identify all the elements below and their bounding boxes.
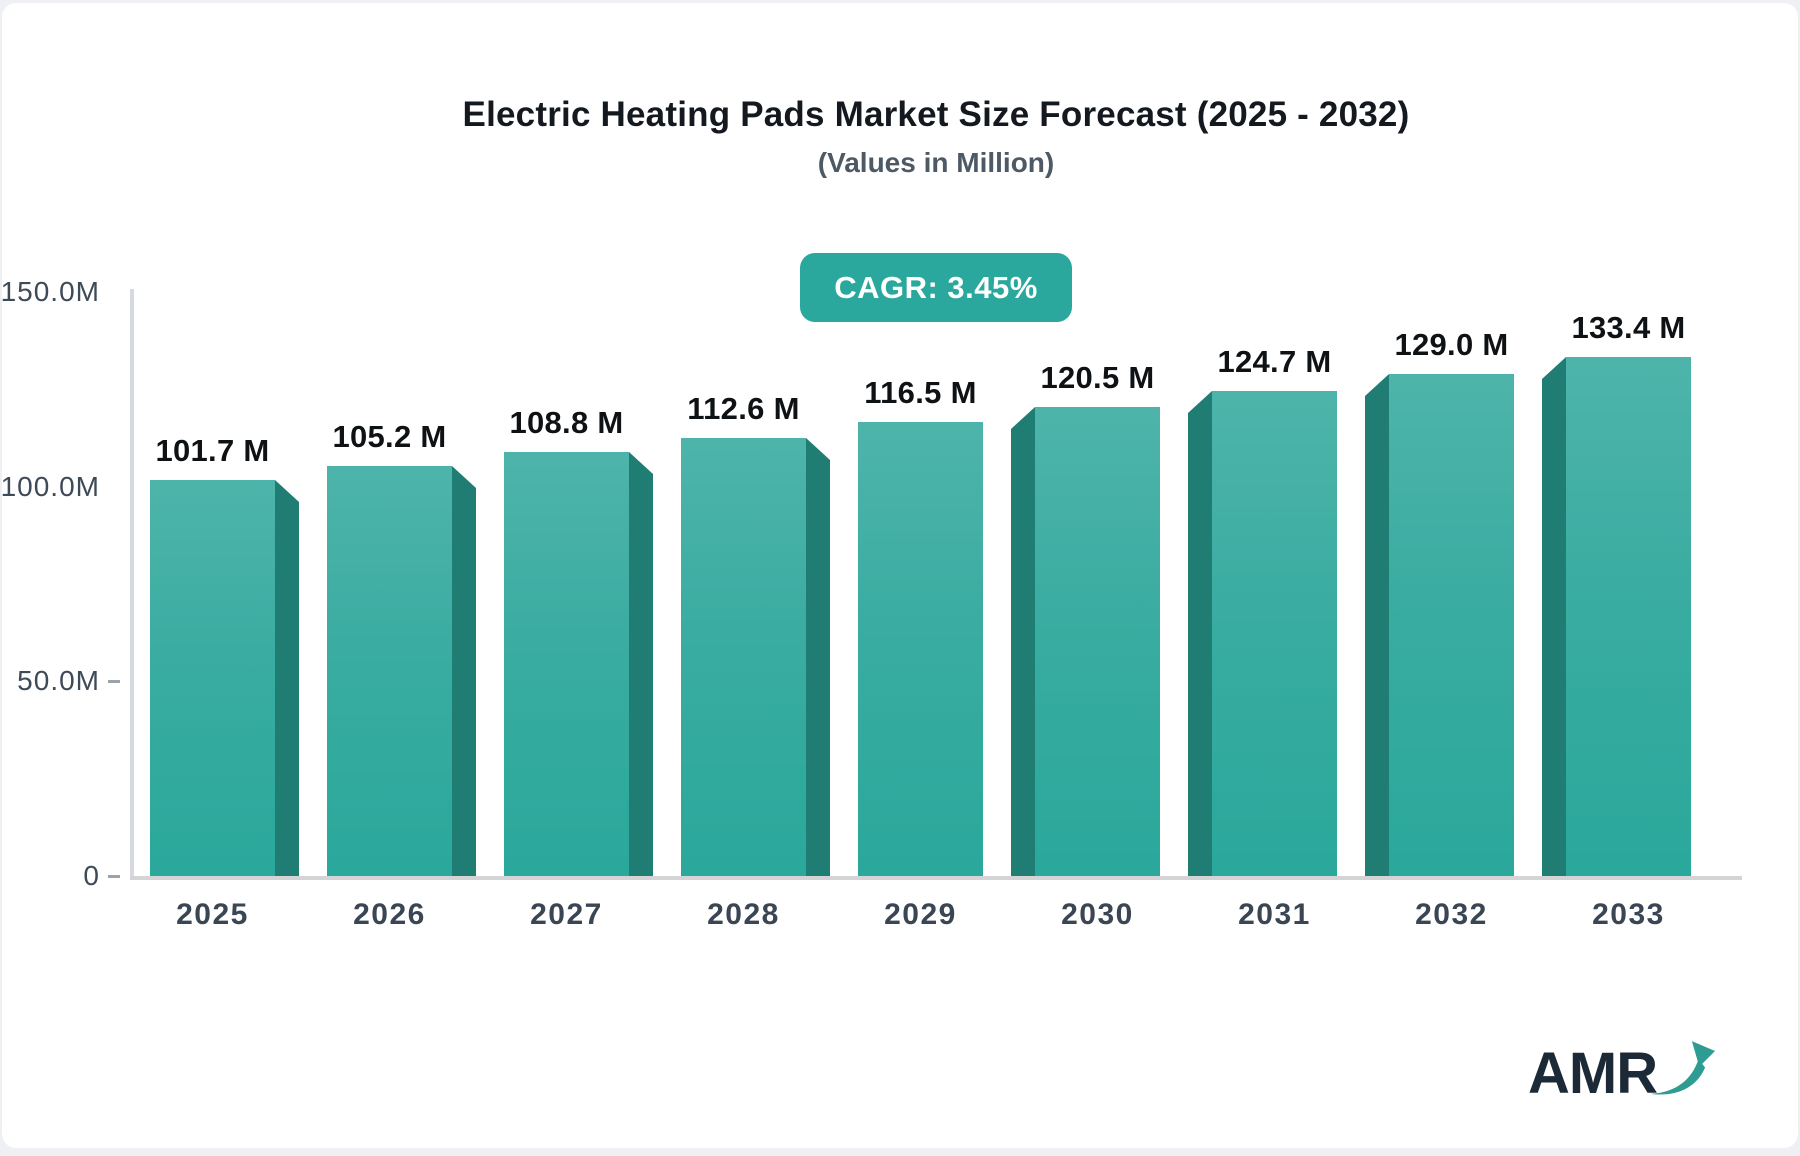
bar-value-label: 101.7 M <box>155 433 270 468</box>
chart-subtitle: (Values in Million) <box>817 147 1055 178</box>
bar-3d-side <box>1011 407 1035 876</box>
y-axis-tick-mark <box>108 680 120 684</box>
brand-logo: AMR <box>1528 1038 1716 1108</box>
x-axis-label-2026: 2026 <box>353 898 426 931</box>
x-axis-baseline <box>130 876 1742 880</box>
bar-value-label: 124.7 M <box>1217 344 1332 379</box>
bar-value-label: 116.5 M <box>864 375 977 410</box>
growth-arrow-icon <box>1650 1041 1716 1095</box>
x-axis-label-2030: 2030 <box>1061 898 1134 931</box>
bar-value-label: 108.8 M <box>509 405 624 440</box>
y-axis-tick-label: 0 <box>83 860 100 891</box>
bar-2027 <box>504 452 629 876</box>
bar-2033 <box>1566 357 1691 876</box>
bar-2029 <box>858 422 983 876</box>
chart-title: Electric Heating Pads Market Size Foreca… <box>462 95 1410 134</box>
bar-3d-side <box>1542 357 1566 876</box>
bar-2028 <box>681 438 806 876</box>
y-axis-line <box>130 289 134 880</box>
bar-2031 <box>1212 391 1337 876</box>
bar-2025 <box>150 480 275 876</box>
bar-2030 <box>1035 407 1160 876</box>
brand-logo-text: AMR <box>1528 1040 1658 1106</box>
bar-value-label: 112.6 M <box>687 391 800 426</box>
x-axis-label-2032: 2032 <box>1415 898 1488 931</box>
x-axis-label-2029: 2029 <box>884 898 957 931</box>
bar-value-label: 105.2 M <box>332 419 447 454</box>
cagr-badge-container: CAGR: 3.45% <box>130 253 1742 322</box>
y-axis-tick-mark <box>108 875 120 878</box>
bar-3d-side <box>806 438 830 876</box>
bar-2032 <box>1389 374 1514 876</box>
x-axis-label-2031: 2031 <box>1238 898 1311 931</box>
bar-2026 <box>327 466 452 876</box>
bar-value-label: 120.5 M <box>1040 360 1155 395</box>
x-axis-label-2025: 2025 <box>176 898 249 931</box>
bar-3d-side <box>275 480 299 876</box>
x-axis-label-2033: 2033 <box>1592 898 1665 931</box>
x-axis-label-2027: 2027 <box>530 898 603 931</box>
y-axis-tick-label: 100.0M <box>0 470 100 502</box>
bar-3d-side <box>452 466 476 876</box>
bar-3d-side <box>629 452 653 876</box>
bar-value-label: 133.4 M <box>1571 310 1686 345</box>
x-axis-label-2028: 2028 <box>707 898 780 931</box>
bar-value-label: 129.0 M <box>1394 327 1509 362</box>
y-axis-tick-label: 150.0M <box>0 276 100 307</box>
bar-3d-side <box>1188 391 1212 876</box>
cagr-badge: CAGR: 3.45% <box>800 253 1072 322</box>
y-axis-tick-label: 50.0M <box>17 665 100 697</box>
bar-3d-side <box>1365 374 1389 876</box>
